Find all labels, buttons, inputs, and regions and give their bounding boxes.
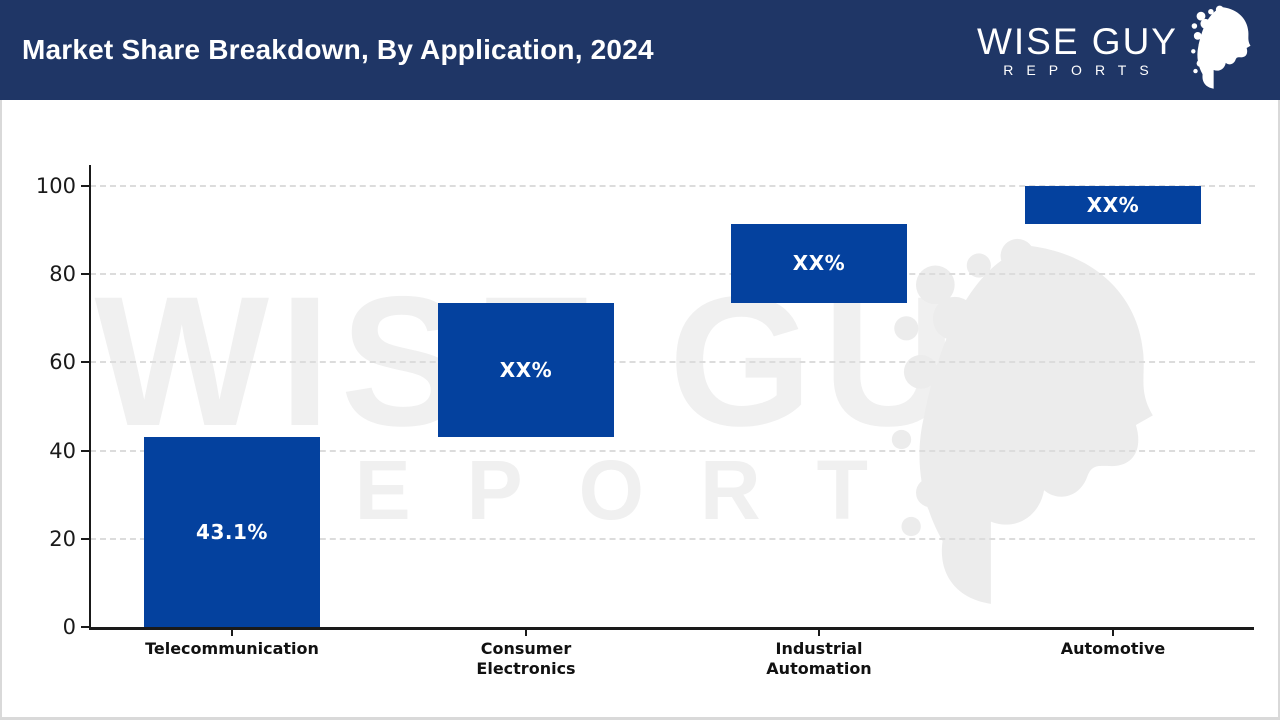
y-tick-mark bbox=[81, 361, 89, 364]
y-tick-label: 80 bbox=[49, 262, 76, 287]
chart-area: WISE GUY REPORTS 0 20 40 60 80 100 43.1% Teleco… bbox=[0, 100, 1280, 720]
y-tick-mark bbox=[81, 185, 89, 187]
y-gridline bbox=[90, 185, 1255, 187]
x-category-label: Telecommunication bbox=[145, 639, 319, 658]
y-tick-label: 100 bbox=[35, 174, 76, 198]
y-tick-label: 20 bbox=[49, 526, 76, 551]
chart-title: Market Share Breakdown, By Application, … bbox=[22, 34, 654, 65]
brand-subname: REPORTS bbox=[1003, 62, 1162, 78]
y-gridline bbox=[90, 449, 1255, 452]
brand-logo-text: WISE GUY REPORTS bbox=[977, 23, 1178, 77]
x-tick-mark bbox=[231, 629, 233, 636]
bar-telecommunication: 43.1% bbox=[144, 436, 320, 627]
x-tick-mark bbox=[525, 629, 527, 636]
bar-value-label: 43.1% bbox=[196, 519, 268, 544]
bar-value-label: XX% bbox=[792, 251, 846, 276]
x-category-label: Industrial Automation bbox=[766, 639, 872, 678]
y-gridline bbox=[90, 273, 1255, 276]
y-tick-mark bbox=[81, 273, 89, 276]
watermark-face-icon bbox=[887, 215, 1177, 639]
x-tick-mark bbox=[1112, 629, 1114, 636]
y-tick-label: 0 bbox=[62, 615, 76, 639]
bar-industrial-automation: XX% bbox=[731, 223, 907, 303]
x-category-label: Automotive bbox=[1060, 639, 1166, 658]
y-tick-label: 60 bbox=[49, 350, 76, 375]
brand-logo: WISE GUY REPORTS bbox=[977, 4, 1266, 96]
header-bar: Market Share Breakdown, By Application, … bbox=[0, 0, 1280, 100]
x-axis-line bbox=[89, 627, 1254, 630]
y-tick-label: 40 bbox=[49, 438, 76, 463]
bar-automotive: XX% bbox=[1025, 186, 1201, 224]
y-gridline bbox=[90, 537, 1255, 540]
y-tick-mark bbox=[81, 626, 89, 628]
x-category-label: Consumer Electronics bbox=[476, 639, 576, 678]
bar-value-label: XX% bbox=[499, 357, 553, 382]
bar-consumer-electronics: XX% bbox=[438, 302, 614, 437]
brand-face-icon bbox=[1180, 4, 1266, 96]
bar-value-label: XX% bbox=[1086, 192, 1140, 217]
y-tick-mark bbox=[81, 449, 89, 452]
x-tick-mark bbox=[818, 629, 820, 636]
brand-name: WISE GUY bbox=[976, 21, 1178, 62]
y-tick-mark bbox=[81, 537, 89, 540]
y-gridline bbox=[90, 361, 1255, 364]
watermark-text-line2: REPORTS bbox=[237, 443, 1037, 537]
y-axis-line bbox=[89, 165, 91, 629]
